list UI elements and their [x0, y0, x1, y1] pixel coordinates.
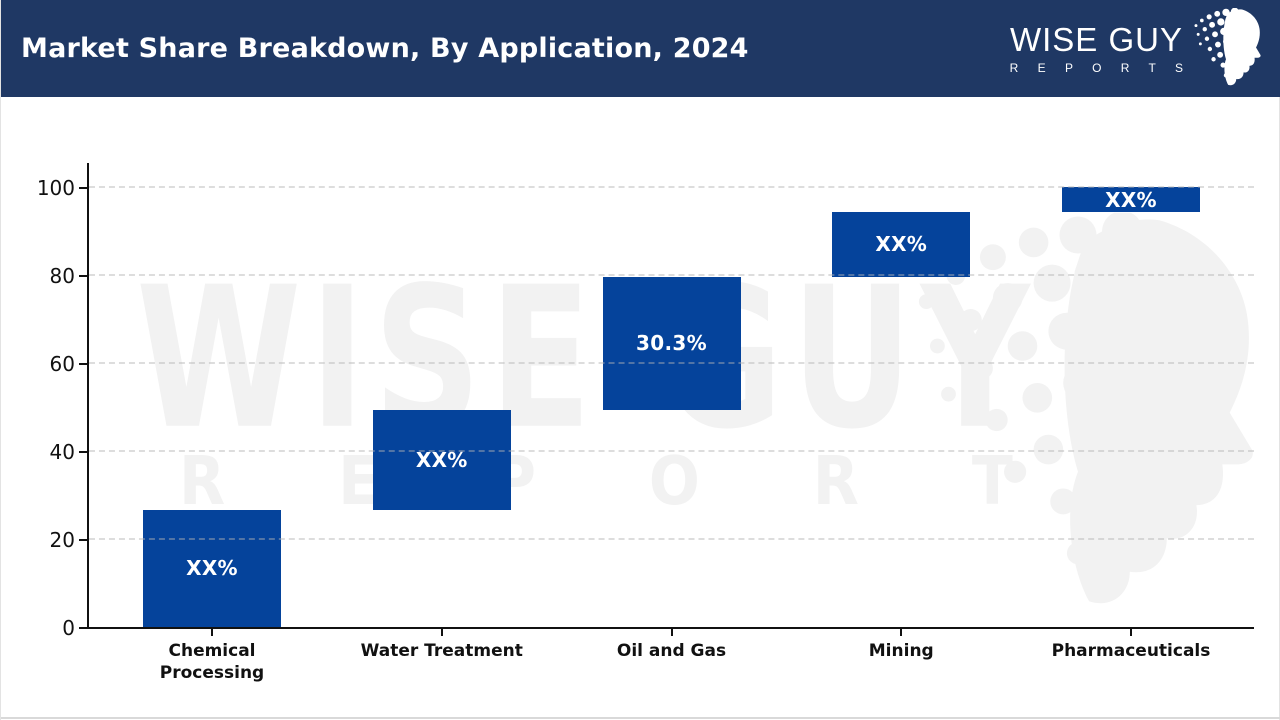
bar-mining: XX% [832, 212, 971, 277]
x-tick-mark-mining [900, 629, 903, 636]
watermark-text-line2: R E P O R T S [179, 442, 1215, 521]
y-tick-mark-80 [79, 275, 87, 277]
y-tick-label: 0 [62, 616, 75, 640]
bar-value-label: XX% [875, 232, 928, 257]
brand-tagline: R E P O R T S [1009, 60, 1191, 75]
y-tick-label: 20 [49, 528, 75, 552]
bar-value-label: XX% [1105, 187, 1157, 212]
page-title: Market Share Breakdown, By Application, … [21, 33, 749, 64]
y-axis-line [87, 163, 89, 629]
bar-value-label: XX% [186, 556, 238, 581]
y-tick-label: 100 [36, 176, 75, 200]
y-tick-mark-0 [79, 627, 87, 629]
header-bar: Market Share Breakdown, By Application, … [1, 0, 1280, 97]
gridline-80 [89, 274, 1254, 276]
brand-face-icon [1189, 8, 1263, 90]
y-tick-mark-20 [79, 539, 87, 541]
bar-oil-and-gas: 30.3% [602, 276, 741, 411]
bar-value-label: XX% [415, 448, 468, 473]
x-category-label-oil-and-gas: Oil and Gas [616, 641, 727, 661]
y-tick-label: 40 [49, 440, 75, 464]
footer-rule [1, 717, 1280, 719]
y-tick-mark-60 [79, 363, 87, 365]
gridline-20 [89, 538, 1254, 540]
x-category-label-water-treatment: Water Treatment [360, 641, 523, 661]
x-tick-mark-chemical-processing [211, 629, 213, 636]
y-tick-label: 80 [49, 264, 75, 288]
gridline-100 [89, 186, 1254, 188]
y-tick-label: 60 [49, 352, 75, 376]
watermark-text-line1: WISE GUY [136, 246, 1038, 473]
y-tick-mark-100 [79, 187, 87, 189]
bar-pharmaceuticals: XX% [1062, 187, 1200, 213]
x-tick-mark-water-treatment [440, 629, 443, 636]
x-tick-mark-pharmaceuticals [1130, 629, 1132, 636]
x-tick-mark-oil-and-gas [670, 629, 673, 636]
x-axis-line [87, 627, 1254, 629]
brand-name: WISE GUY [1009, 20, 1183, 58]
gridline-40 [89, 450, 1254, 452]
brand-logo: WISE GUY R E P O R T S [1010, 8, 1263, 90]
x-category-label-pharmaceuticals: Pharmaceuticals [1051, 641, 1211, 661]
bar-water-treatment: XX% [372, 410, 511, 510]
bar-chemical-processing: XX% [143, 509, 281, 627]
x-category-label-chemical-processing: Chemical Processing [159, 641, 265, 683]
gridline-60 [89, 362, 1254, 364]
y-tick-mark-40 [79, 451, 87, 453]
bar-value-label: 30.3% [636, 331, 707, 356]
x-category-label-mining: Mining [868, 641, 934, 661]
